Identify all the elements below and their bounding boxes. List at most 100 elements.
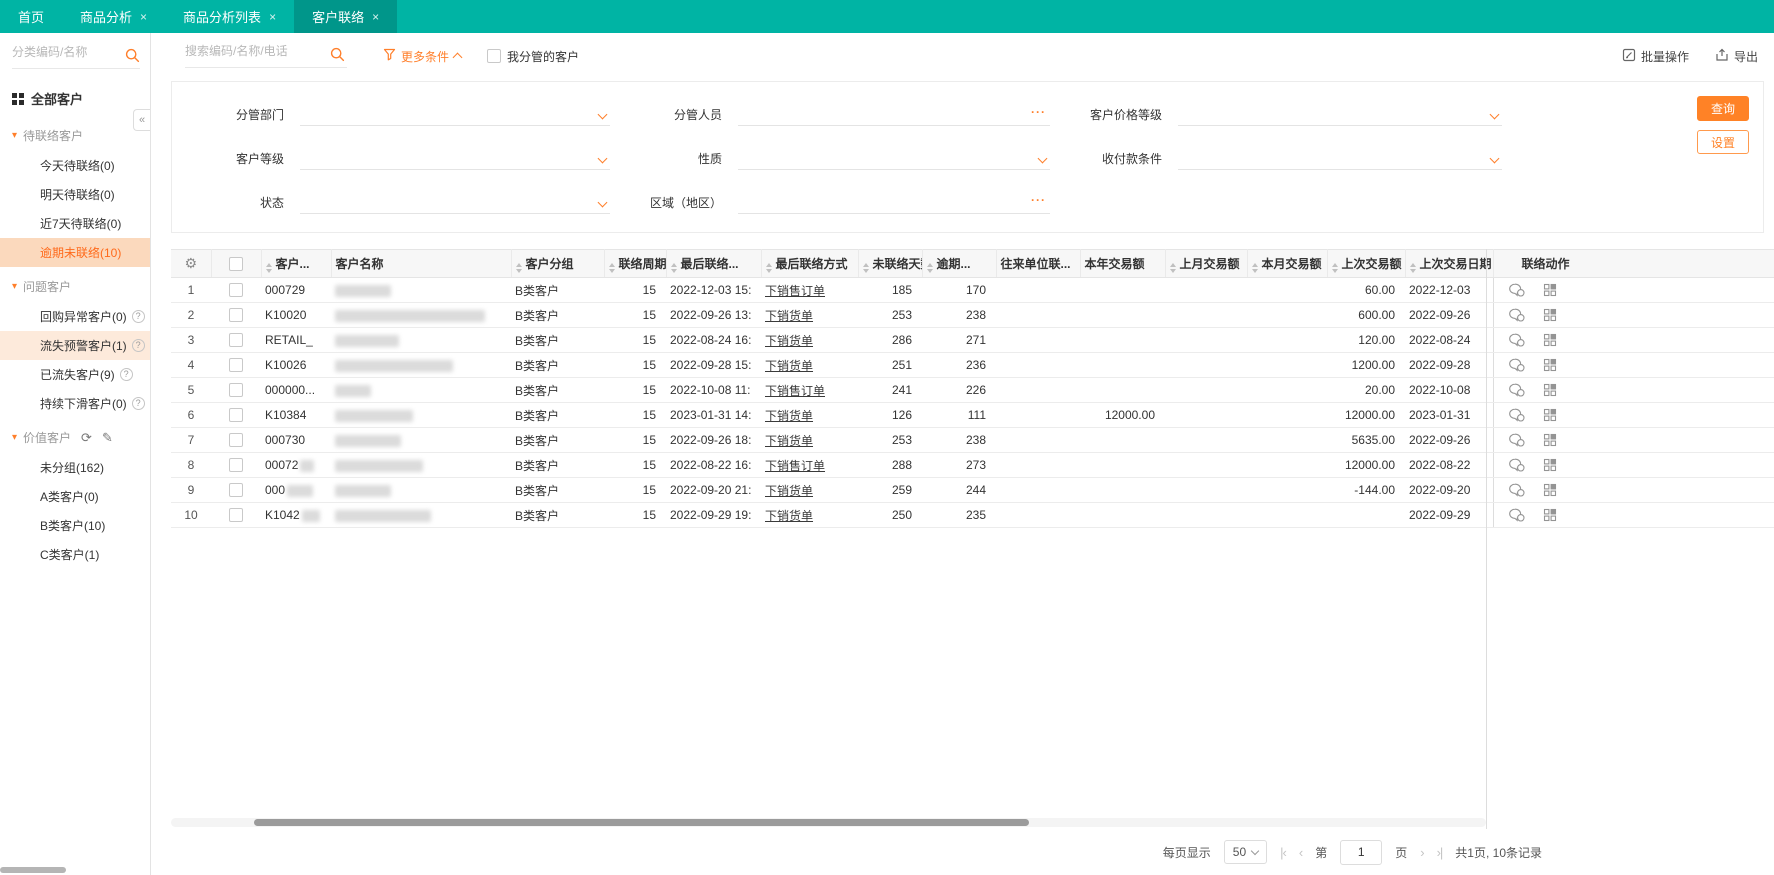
column-header-last_contact[interactable]: 最后联络... [666, 249, 762, 278]
filter-input[interactable] [300, 146, 610, 170]
search-icon[interactable] [125, 48, 140, 66]
chevron-down-icon[interactable] [597, 195, 608, 209]
chevron-down-icon[interactable] [1489, 151, 1500, 165]
sidebar-item[interactable]: A类客户(0) [0, 482, 150, 511]
row-checkbox[interactable] [229, 508, 243, 523]
next-page-button[interactable]: › [1420, 844, 1424, 860]
column-header-action[interactable]: 联络动作 [1492, 249, 1774, 278]
help-icon[interactable]: ? [119, 368, 133, 381]
category-search-input[interactable] [12, 45, 117, 59]
filter-input[interactable] [1178, 146, 1502, 170]
column-header-code[interactable]: 客户... [261, 249, 332, 278]
sort-icon[interactable] [926, 262, 933, 273]
my-customers-checkbox[interactable] [487, 49, 502, 63]
tab-close-icon[interactable]: × [269, 9, 277, 24]
select-all-checkbox[interactable] [229, 256, 243, 271]
first-page-button[interactable]: |‹ [1280, 844, 1287, 860]
row-checkbox[interactable] [229, 433, 243, 448]
sort-icon[interactable] [1251, 262, 1258, 273]
last-contact-method-link[interactable]: 下销售订单 [765, 458, 826, 473]
tab-首页[interactable]: 首页 [0, 0, 62, 33]
tab-商品分析[interactable]: 商品分析 × [62, 0, 165, 33]
contact-record-button[interactable] [1508, 333, 1525, 348]
more-actions-button[interactable] [1543, 508, 1557, 522]
tree-group-header[interactable]: ▾ 价值客户 ⟳ ✎ [0, 422, 150, 453]
filter-input[interactable] [1178, 102, 1502, 126]
sort-icon[interactable] [1331, 262, 1338, 273]
sidebar-item[interactable]: 逾期未联络(10) [0, 238, 150, 267]
column-header-partner[interactable]: 往来单位联... [996, 249, 1081, 278]
help-icon[interactable]: ? [131, 310, 145, 323]
page-number-input[interactable] [1340, 839, 1383, 865]
contact-record-button[interactable] [1508, 383, 1525, 398]
row-checkbox[interactable] [229, 458, 243, 473]
tab-客户联络[interactable]: 客户联络 × [294, 0, 398, 33]
column-header-last_amount[interactable]: 上次交易额 [1327, 249, 1406, 278]
sidebar-item[interactable]: 流失预警客户(1)? [0, 331, 150, 360]
contact-record-button[interactable] [1508, 283, 1525, 298]
chevron-down-icon[interactable] [597, 151, 608, 165]
page-size-select[interactable]: 50 [1223, 840, 1268, 864]
sidebar-item-all-customers[interactable]: 全部客户 [0, 79, 150, 116]
scrollbar-thumb[interactable] [254, 819, 1029, 826]
more-filters-toggle[interactable]: 更多条件 [383, 48, 463, 65]
sort-icon[interactable] [265, 262, 272, 273]
more-actions-button[interactable] [1543, 458, 1557, 472]
search-icon[interactable] [330, 47, 345, 65]
more-actions-button[interactable] [1543, 408, 1557, 422]
tab-close-icon[interactable]: × [372, 9, 380, 24]
column-header-cycle[interactable]: 联络周期 [604, 249, 667, 278]
column-header-method[interactable]: 最后联络方式 [761, 249, 859, 278]
sort-icon[interactable] [670, 262, 677, 273]
row-checkbox[interactable] [229, 358, 243, 373]
help-icon[interactable]: ? [131, 397, 145, 410]
sort-icon[interactable] [1409, 262, 1416, 273]
column-header-cb[interactable] [211, 249, 262, 278]
more-actions-button[interactable] [1543, 333, 1557, 347]
sidebar-item[interactable]: B类客户(10) [0, 511, 150, 540]
row-checkbox[interactable] [229, 408, 243, 423]
sidebar-item[interactable]: 明天待联络(0) [0, 180, 150, 209]
column-header-last_month[interactable]: 上月交易额 [1165, 249, 1248, 278]
sidebar-item[interactable]: 持续下滑客户(0)? [0, 389, 150, 418]
filter-input[interactable] [300, 190, 610, 214]
sidebar-item[interactable]: 近7天待联络(0) [0, 209, 150, 238]
contact-record-button[interactable] [1508, 433, 1525, 448]
contact-record-button[interactable] [1508, 358, 1525, 373]
last-contact-method-link[interactable]: 下销货单 [765, 408, 814, 423]
sidebar-item[interactable]: 已流失客户(9)? [0, 360, 150, 389]
tab-close-icon[interactable]: × [140, 9, 148, 24]
more-actions-button[interactable] [1543, 433, 1557, 447]
last-contact-method-link[interactable]: 下销货单 [765, 358, 814, 373]
sort-icon[interactable] [608, 262, 615, 273]
my-customers-filter[interactable]: 我分管的客户 [487, 48, 579, 65]
last-contact-method-link[interactable]: 下销货单 [765, 508, 814, 523]
more-actions-button[interactable] [1543, 383, 1557, 397]
help-icon[interactable]: ? [131, 339, 145, 352]
query-button[interactable]: 查询 [1697, 96, 1749, 121]
page-horizontal-scrollbar[interactable] [0, 867, 66, 873]
sort-icon[interactable] [862, 262, 869, 273]
sidebar-item[interactable]: 未分组(162) [0, 453, 150, 482]
column-header-group[interactable]: 客户分组 [511, 249, 605, 278]
chevron-down-icon[interactable] [1037, 151, 1048, 165]
row-checkbox[interactable] [229, 483, 243, 498]
refresh-icon[interactable]: ⟳ [81, 429, 92, 445]
sort-icon[interactable] [765, 262, 772, 273]
sidebar-collapse-button[interactable]: « [133, 109, 150, 131]
column-header-overdue[interactable]: 逾期... [922, 249, 997, 278]
edit-icon[interactable]: ✎ [101, 429, 113, 445]
last-contact-method-link[interactable]: 下销售订单 [765, 383, 826, 398]
more-actions-button[interactable] [1543, 283, 1557, 297]
filter-input[interactable] [738, 146, 1050, 170]
chevron-down-icon[interactable] [597, 107, 608, 121]
ellipsis-icon[interactable]: ··· [1031, 193, 1046, 207]
contact-record-button[interactable] [1508, 458, 1525, 473]
sidebar-item[interactable]: 今天待联络(0) [0, 151, 150, 180]
row-checkbox[interactable] [229, 283, 243, 298]
last-page-button[interactable]: ›| [1436, 844, 1444, 860]
tab-商品分析列表[interactable]: 商品分析列表 × [165, 0, 294, 33]
sort-icon[interactable] [515, 262, 522, 273]
prev-page-button[interactable]: ‹ [1298, 844, 1303, 860]
filter-input[interactable]: ··· [738, 102, 1050, 126]
